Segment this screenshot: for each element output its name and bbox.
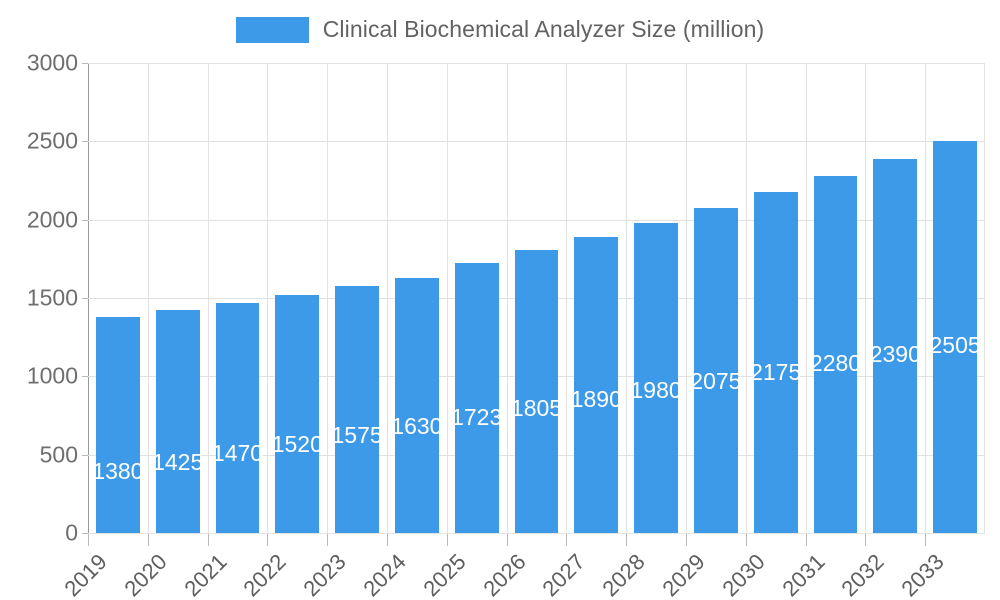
x-gridline (686, 63, 687, 533)
x-axis-tick-mark (327, 534, 329, 546)
x-axis-tick-label: 2023 (298, 549, 351, 600)
y-axis-tick-label: 1000 (26, 362, 78, 389)
x-axis-tick-label: 2031 (776, 549, 830, 600)
bar[interactable] (634, 222, 679, 533)
x-axis-tick-mark (88, 534, 89, 546)
x-gridline (626, 63, 628, 533)
bar[interactable] (335, 286, 380, 533)
legend-item-clinical-biochemical-analyzer-size[interactable]: Clinical Biochemical Analyzer Size (mill… (235, 16, 765, 43)
x-axis-tick-mark (147, 534, 149, 546)
x-gridline (446, 63, 448, 533)
y-axis-tick-label: 0 (65, 519, 78, 546)
bar[interactable] (275, 294, 320, 533)
y-axis-tick-label: 2500 (26, 127, 78, 154)
y-gridline (88, 141, 985, 143)
x-axis-tick-label: 2020 (119, 549, 172, 600)
x-gridline (865, 63, 867, 533)
x-gridline (207, 63, 209, 533)
x-gridline (267, 63, 269, 533)
y-axis-tick-label: 1500 (26, 284, 78, 311)
bar[interactable] (753, 192, 798, 533)
x-axis-tick-label: 2029 (657, 549, 710, 600)
x-gridline (506, 63, 508, 533)
x-axis-tick-mark (626, 534, 628, 546)
x-axis-tick-label: 2021 (178, 549, 232, 600)
x-axis-tick-label: 2025 (418, 549, 471, 600)
x-axis-tick-mark (925, 534, 927, 546)
chart-legend: Clinical Biochemical Analyzer Size (mill… (0, 16, 1000, 43)
x-axis-tick-mark (805, 534, 807, 546)
y-axis-tick-mark (82, 298, 88, 299)
x-axis-tick-mark (267, 534, 269, 546)
legend-swatch-icon (235, 16, 309, 43)
y-axis-tick-mark (82, 454, 88, 456)
y-axis-tick-mark (82, 63, 88, 64)
x-axis-tick-label: 2022 (238, 549, 292, 600)
x-axis-tick-label: 2033 (896, 549, 949, 600)
bar[interactable] (394, 277, 439, 533)
bar[interactable] (454, 263, 499, 533)
y-gridline (88, 533, 985, 534)
bar[interactable] (155, 309, 200, 533)
bar[interactable] (693, 207, 738, 533)
y-axis-tick-mark (82, 219, 88, 221)
x-gridline (566, 63, 568, 533)
y-gridline (88, 63, 985, 64)
x-axis-tick-mark (207, 534, 209, 546)
x-axis-tick-label: 2027 (537, 549, 591, 600)
y-axis-labels: 0 500 1000 1500 2000 2500 3000 (0, 0, 78, 600)
x-axis-tick-mark (566, 534, 568, 546)
x-gridline (327, 63, 329, 533)
x-axis-tick-mark (745, 534, 747, 546)
legend-item-label: Clinical Biochemical Analyzer Size (mill… (322, 16, 765, 42)
bar[interactable] (873, 158, 918, 533)
x-gridline (147, 63, 149, 533)
x-axis-tick-label: 2028 (597, 549, 650, 600)
bar[interactable] (95, 316, 140, 533)
y-axis-tick-mark (82, 533, 88, 534)
x-axis-tick-label: 2030 (717, 549, 770, 600)
x-gridline (805, 63, 807, 533)
y-gridline (88, 219, 985, 221)
plot-area: 1380 1425 1470 1520 1575 1630 1723 1805 1890 1980… (88, 63, 985, 534)
bar[interactable] (813, 175, 858, 533)
x-axis-tick-label: 2026 (477, 549, 531, 600)
x-gridline (925, 63, 927, 533)
bar[interactable] (933, 140, 978, 533)
y-axis-tick-mark (82, 141, 88, 143)
x-axis-tick-mark (686, 534, 687, 546)
x-axis-tick-mark (506, 534, 508, 546)
x-axis-tick-mark (446, 534, 448, 546)
x-gridline (984, 63, 985, 533)
x-axis-tick-label: 2032 (836, 549, 890, 600)
y-axis-tick-label: 500 (39, 441, 78, 468)
x-gridline (745, 63, 747, 533)
y-axis-tick-label: 3000 (26, 49, 78, 76)
bar[interactable] (215, 302, 260, 533)
y-axis-tick-label: 2000 (26, 206, 78, 233)
bar[interactable] (574, 236, 619, 533)
bar[interactable] (514, 250, 559, 533)
x-axis-tick-mark (865, 534, 867, 546)
x-axis-tick-label: 2024 (358, 549, 411, 600)
x-axis-tick-mark (387, 534, 388, 546)
y-axis-tick-mark (82, 376, 88, 378)
x-gridline (387, 63, 388, 533)
